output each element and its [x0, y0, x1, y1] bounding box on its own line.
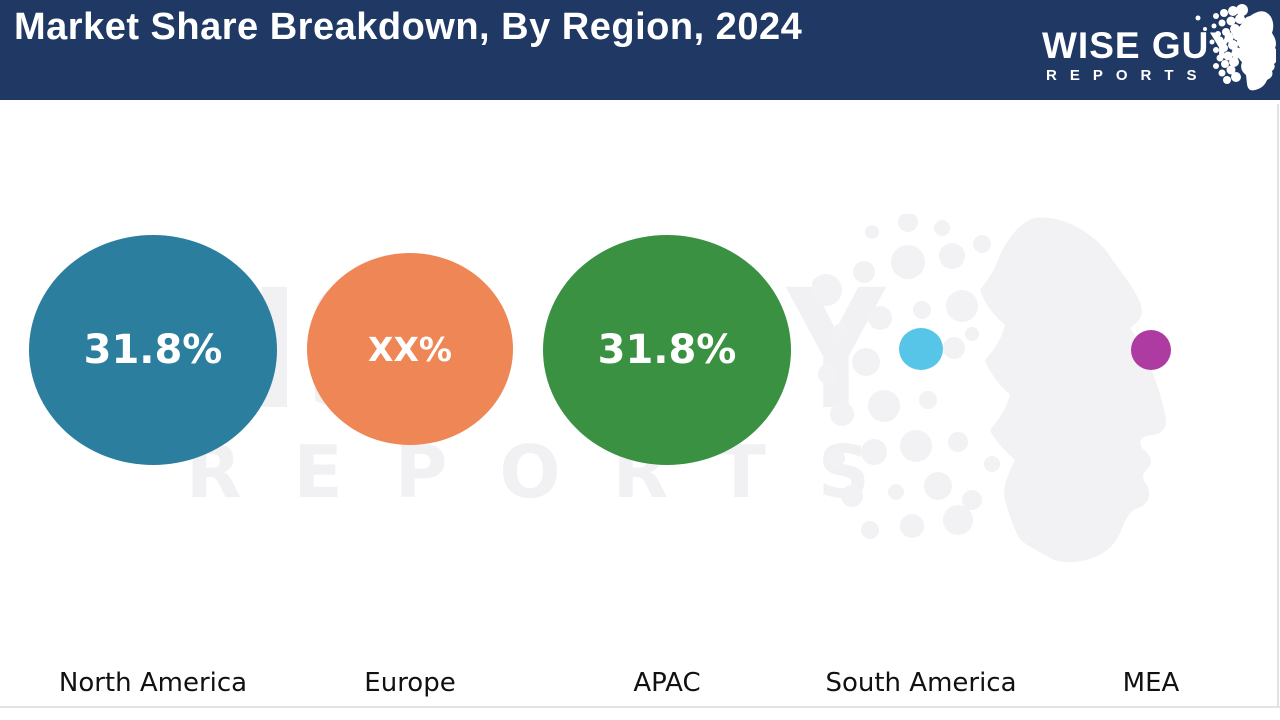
logo-brand-text: WISE GUY — [1042, 25, 1235, 66]
plot-border-bottom — [0, 706, 1280, 708]
logo-head-icon — [1195, 4, 1276, 91]
bubble-apac: 31.8% — [543, 235, 791, 465]
category-label-north-america: North America — [58, 668, 248, 698]
watermark-reports-text: REPORTS — [186, 430, 922, 514]
bubble-value-label: 31.8% — [83, 327, 223, 373]
logo-subbrand-text: REPORTS — [1046, 67, 1210, 84]
category-label-apac: APAC — [633, 668, 701, 698]
watermark-head-logo — [812, 214, 1166, 563]
plot-border-right — [1277, 104, 1279, 706]
bubble-value-label: XX% — [368, 329, 452, 369]
bubble-south-america — [899, 328, 943, 370]
bubble-mea — [1131, 330, 1171, 370]
header-bar: Market Share Breakdown, By Region, 2024 … — [0, 0, 1280, 100]
category-label-mea: MEA — [1122, 668, 1180, 698]
bubble-europe: XX% — [307, 253, 513, 445]
wise-guy-reports-logo: WISE GUY REPORTS — [1042, 4, 1276, 91]
watermark-face-silhouette — [980, 217, 1166, 563]
page-title: Market Share Breakdown, By Region, 2024 — [14, 6, 803, 48]
category-label-europe: Europe — [364, 668, 456, 698]
category-label-south-america: South America — [825, 668, 1017, 698]
bubble-north-america: 31.8% — [29, 235, 277, 465]
bubble-value-label: 31.8% — [597, 327, 737, 373]
